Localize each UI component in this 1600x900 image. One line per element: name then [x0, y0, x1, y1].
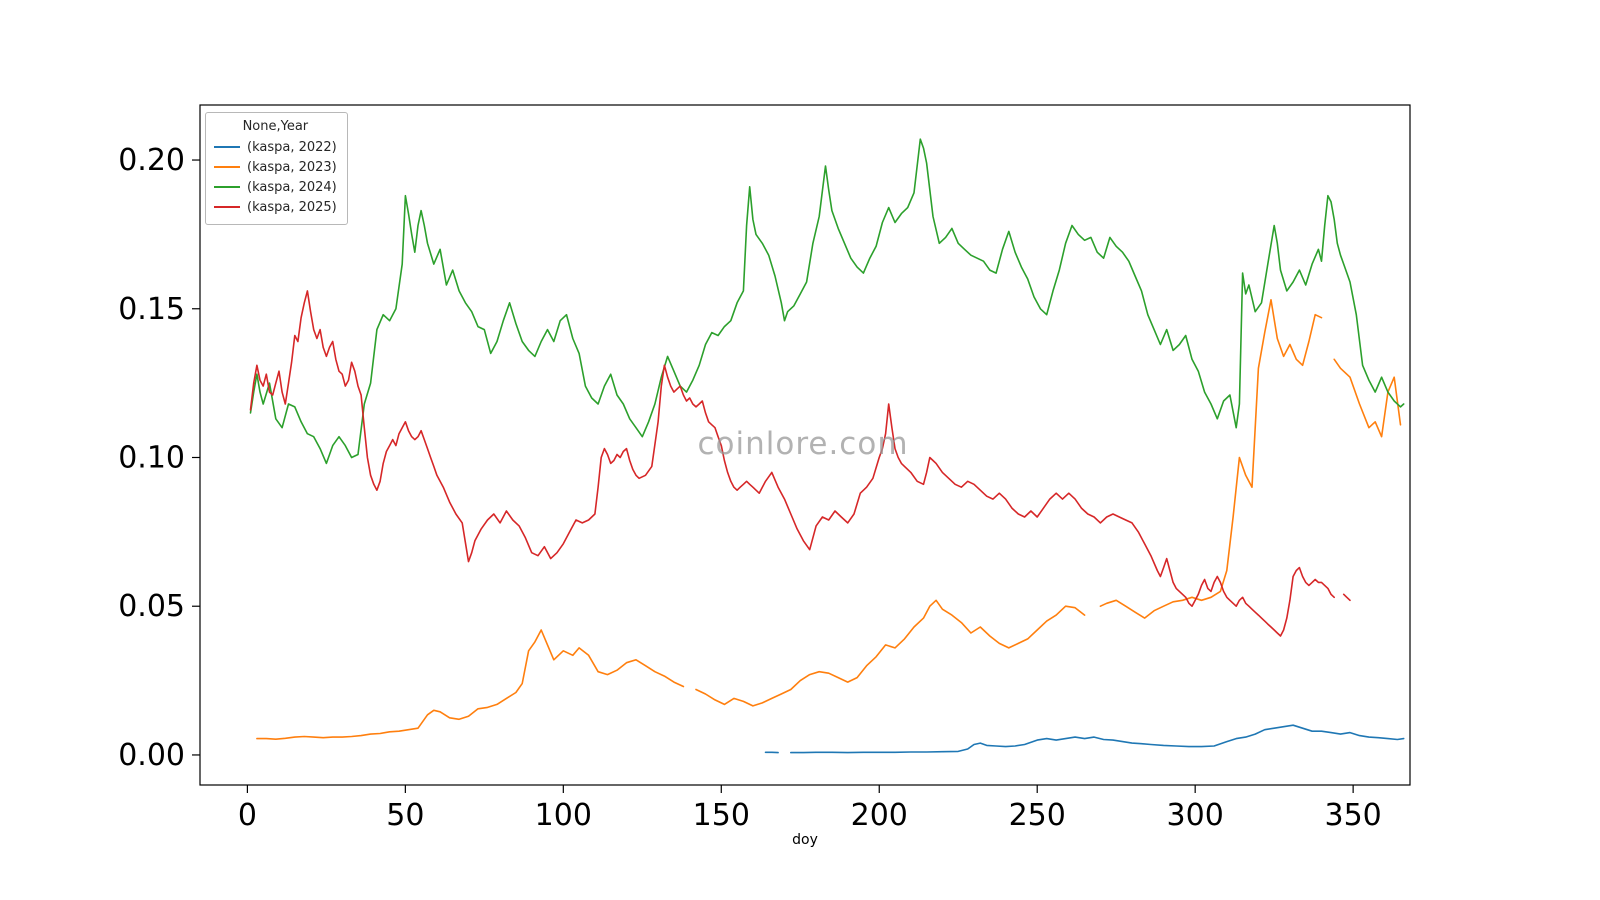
svg-text:150: 150 — [693, 798, 750, 833]
svg-text:200: 200 — [851, 798, 908, 833]
svg-text:0.00: 0.00 — [118, 738, 185, 773]
svg-text:0.15: 0.15 — [118, 292, 185, 327]
svg-text:50: 50 — [386, 798, 424, 833]
legend-entry-2024: (kaspa, 2024) — [214, 177, 337, 197]
legend-label-2025: (kaspa, 2025) — [247, 199, 337, 215]
legend-entry-2025: (kaspa, 2025) — [214, 197, 337, 217]
legend-entry-2023: (kaspa, 2023) — [214, 157, 337, 177]
svg-text:100: 100 — [535, 798, 592, 833]
legend-label-2024: (kaspa, 2024) — [247, 179, 337, 195]
legend-label-2023: (kaspa, 2023) — [247, 159, 337, 175]
x-axis-label: doy — [792, 832, 818, 848]
svg-text:0: 0 — [238, 798, 257, 833]
legend: None,Year (kaspa, 2022) (kaspa, 2023) (k… — [205, 112, 348, 225]
legend-line-sample-2022 — [214, 146, 240, 148]
svg-text:0.10: 0.10 — [118, 440, 185, 475]
svg-text:0.20: 0.20 — [118, 143, 185, 178]
watermark: coinlore.com — [697, 426, 909, 462]
legend-title: None,Year — [242, 119, 309, 134]
legend-label-2022: (kaspa, 2022) — [247, 139, 337, 155]
legend-entry-2022: (kaspa, 2022) — [214, 137, 337, 157]
svg-text:350: 350 — [1325, 798, 1382, 833]
svg-text:300: 300 — [1167, 798, 1224, 833]
svg-text:0.05: 0.05 — [118, 589, 185, 624]
legend-line-sample-2025 — [214, 206, 240, 208]
legend-line-sample-2023 — [214, 166, 240, 168]
svg-text:250: 250 — [1009, 798, 1066, 833]
legend-line-sample-2024 — [214, 186, 240, 188]
